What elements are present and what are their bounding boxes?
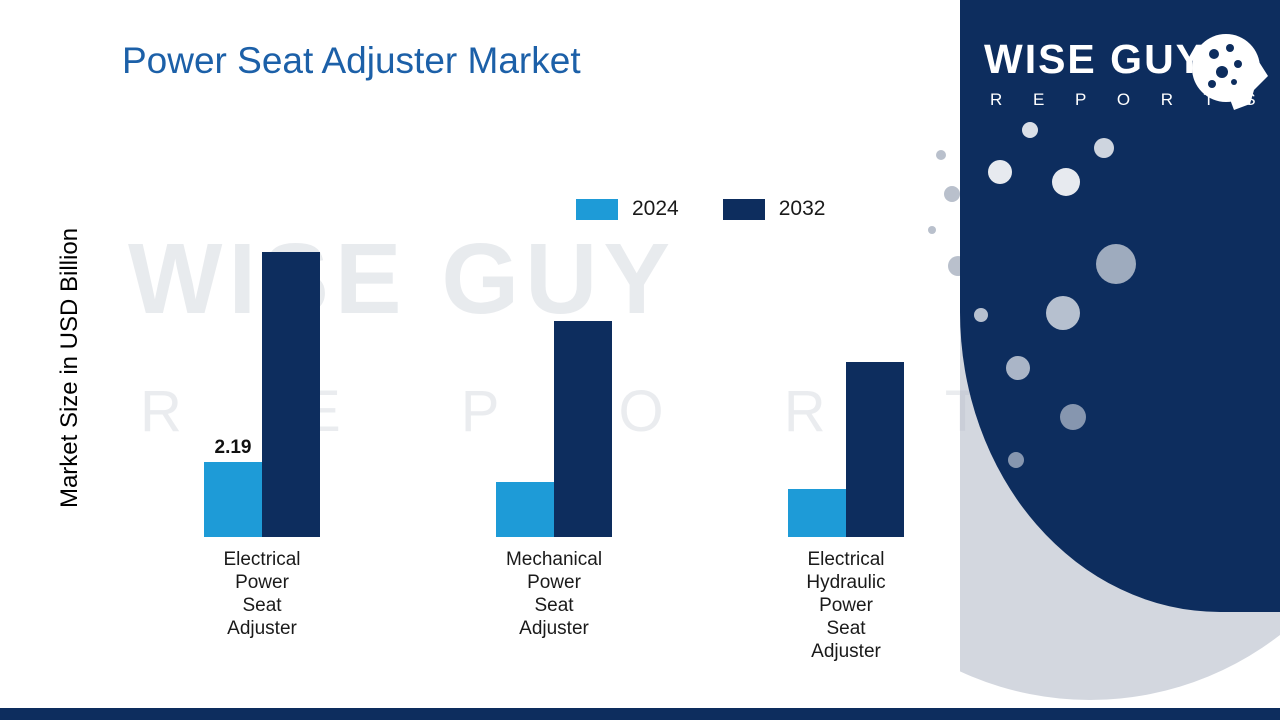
bar-group: Mechanical Power Seat Adjuster (496, 321, 612, 639)
bar-chart-plot-area: 2.19 Electrical Power Seat Adjuster Mechanica… (204, 252, 904, 662)
category-label: Electrical Hydraulic Power Seat Adjuster (806, 549, 886, 662)
bar-2024 (496, 482, 554, 537)
bar-2024: 2.19 (204, 437, 262, 537)
category-label: Electrical Power Seat Adjuster (223, 549, 301, 639)
brand-wordmark: WISE GUY (984, 36, 1206, 82)
legend-swatch (576, 198, 618, 220)
bar-value-label: 2.19 (214, 437, 252, 458)
legend-label: 2032 (778, 197, 826, 220)
legend-item-2024: 2024 (576, 197, 679, 221)
bar-2032 (846, 362, 904, 537)
chart-legend: 2024 2032 (576, 197, 825, 221)
legend-label: 2024 (632, 197, 679, 220)
brand-head-icon (1192, 34, 1268, 110)
legend-item-2032: 2032 (722, 197, 826, 221)
bar-2024 (788, 489, 846, 537)
category-label: Mechanical Power Seat Adjuster (505, 549, 603, 639)
bar-2032 (554, 321, 612, 537)
bar-2032 (262, 252, 320, 537)
legend-swatch (722, 198, 765, 220)
brand-reports-text: R E P O R T S (990, 90, 1269, 109)
bar-group: Electrical Hydraulic Power Seat Adjuster (788, 362, 904, 662)
chart-title: Power Seat Adjuster Market (122, 40, 581, 81)
bar-group: 2.19 Electrical Power Seat Adjuster (204, 252, 320, 639)
y-axis-label: Market Size in USD Billion (56, 227, 83, 509)
bottom-accent-bar (0, 708, 1280, 720)
